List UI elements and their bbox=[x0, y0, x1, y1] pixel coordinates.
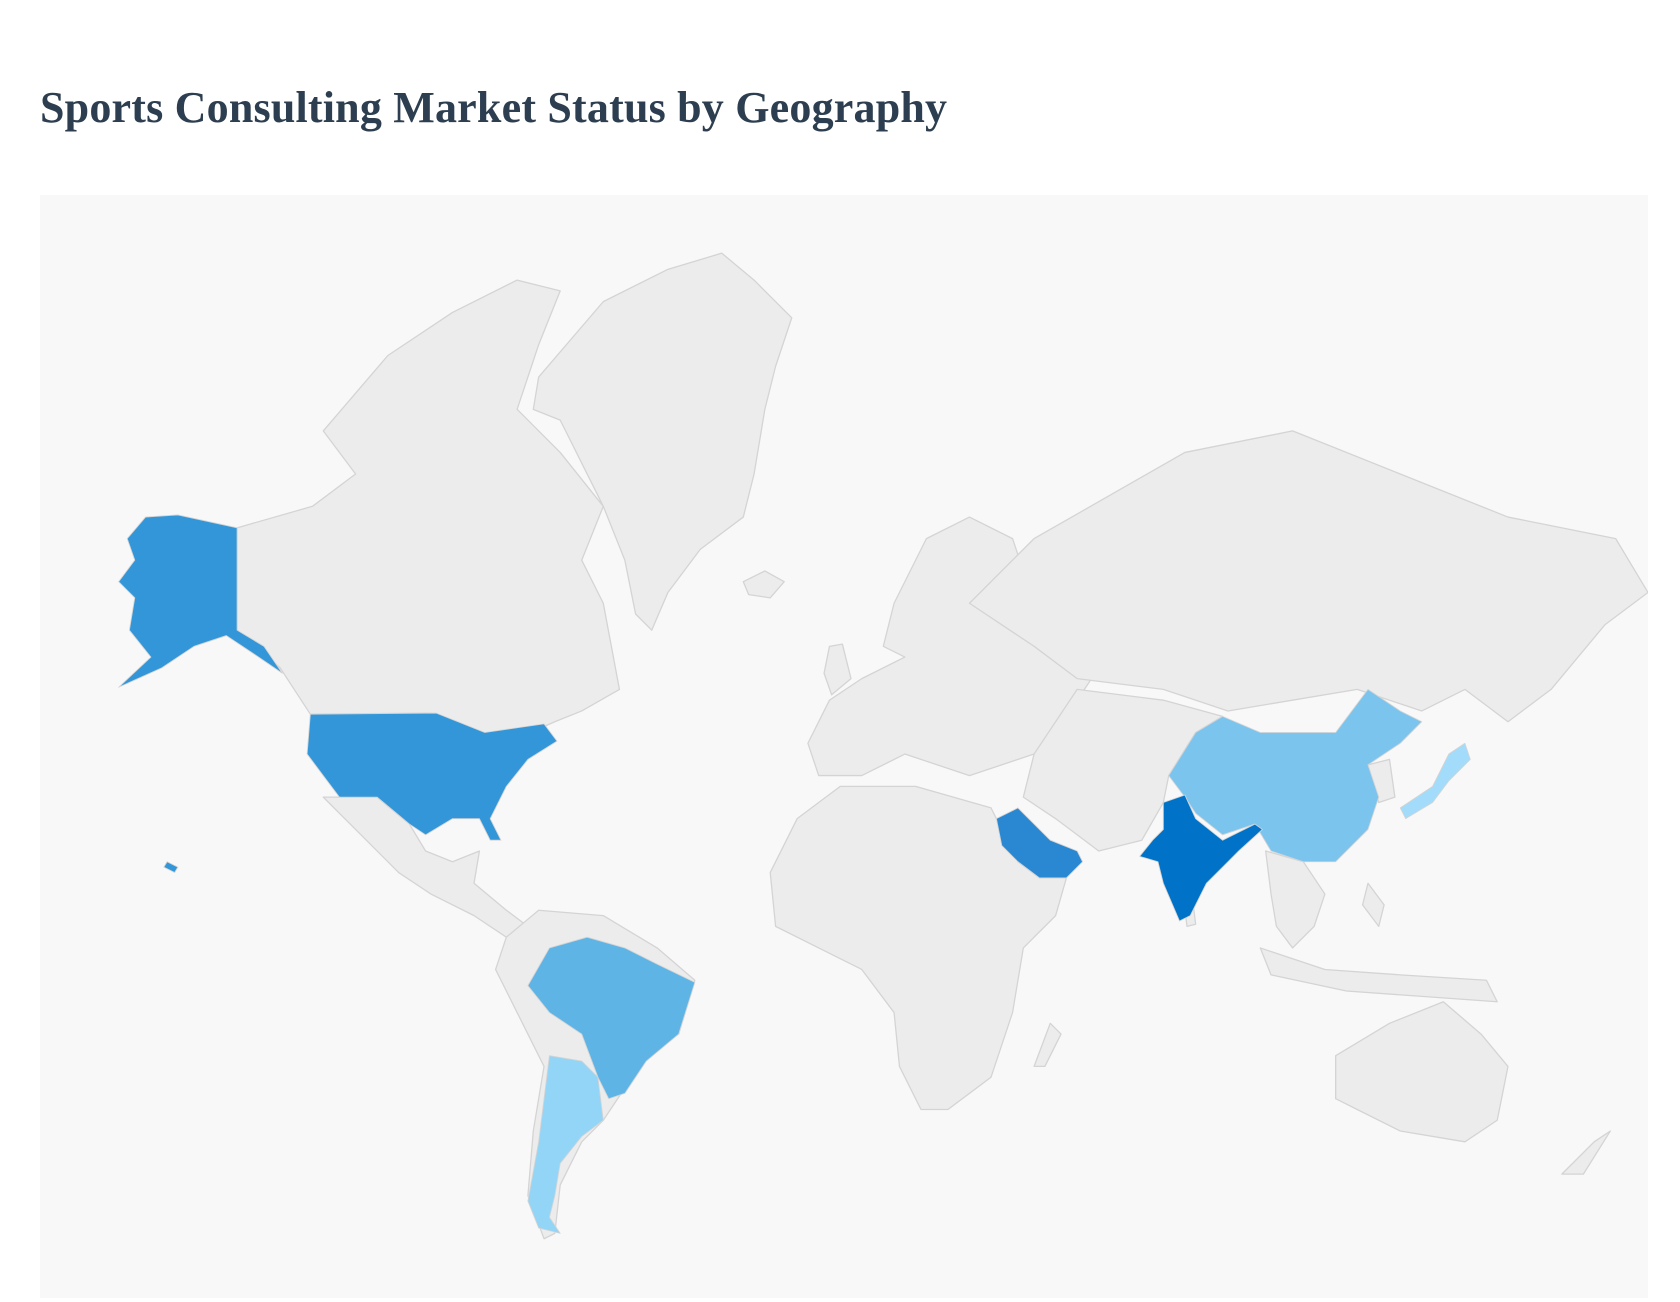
region-argentina[interactable] bbox=[527, 1055, 604, 1234]
region-usa[interactable] bbox=[306, 712, 558, 841]
region-indonesia[interactable] bbox=[1259, 947, 1498, 1003]
region-australia[interactable] bbox=[1335, 1001, 1509, 1143]
page-title: Sports Consulting Market Status by Geogr… bbox=[40, 83, 948, 132]
region-iceland[interactable] bbox=[742, 570, 785, 599]
world-map bbox=[40, 195, 1648, 1298]
region-saudi-arabia[interactable] bbox=[995, 807, 1083, 879]
region-madagascar[interactable] bbox=[1033, 1022, 1062, 1068]
region-new-zealand[interactable] bbox=[1561, 1130, 1611, 1175]
region-usa-alaska[interactable] bbox=[118, 514, 283, 688]
region-southeast-asia[interactable] bbox=[1265, 850, 1326, 949]
region-india[interactable] bbox=[1139, 794, 1263, 922]
region-china[interactable] bbox=[1168, 688, 1423, 863]
region-central-america[interactable] bbox=[322, 796, 529, 938]
world-map-svg bbox=[118, 252, 1648, 1240]
region-africa[interactable] bbox=[769, 785, 1068, 1111]
region-central-asia[interactable] bbox=[1022, 688, 1224, 852]
region-japan[interactable] bbox=[1399, 742, 1471, 820]
region-russia[interactable] bbox=[968, 430, 1648, 723]
region-philippines[interactable] bbox=[1361, 882, 1385, 928]
region-greenland[interactable] bbox=[532, 252, 793, 631]
region-brazil[interactable] bbox=[527, 936, 696, 1100]
region-usa-hawaii[interactable] bbox=[163, 861, 179, 873]
region-uk[interactable] bbox=[823, 643, 852, 696]
